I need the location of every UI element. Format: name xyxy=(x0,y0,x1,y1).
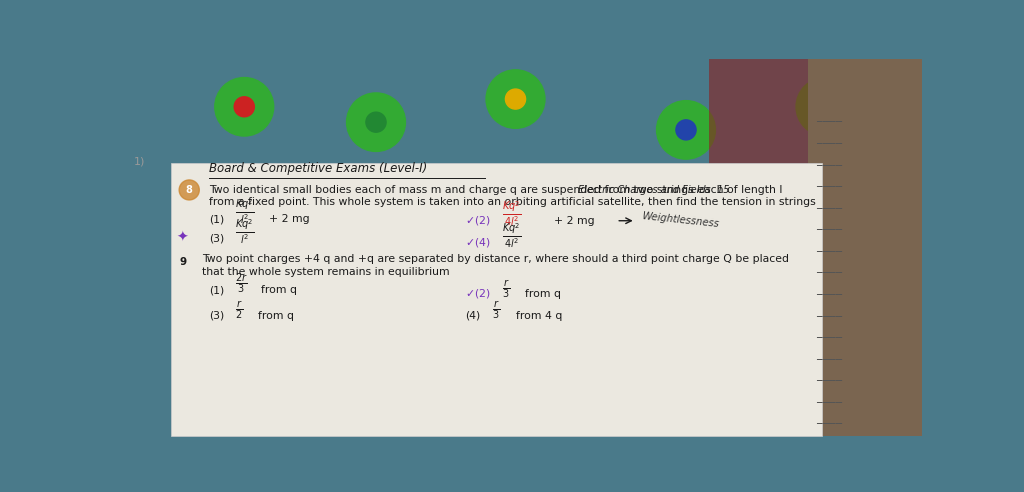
Text: $\checkmark$(4): $\checkmark$(4) xyxy=(465,236,490,249)
Bar xyxy=(128,59,922,184)
Text: Two identical small bodies each of mass m and charge q are suspended from two st: Two identical small bodies each of mass … xyxy=(209,185,782,195)
Circle shape xyxy=(506,89,525,109)
Text: Weightlessness: Weightlessness xyxy=(641,211,720,229)
Text: (3): (3) xyxy=(209,234,224,244)
Text: ━━━━━━━━: ━━━━━━━━ xyxy=(816,185,842,190)
Bar xyxy=(710,59,922,168)
Text: $\checkmark$(2): $\checkmark$(2) xyxy=(465,287,490,301)
Circle shape xyxy=(215,78,273,136)
Text: $\frac{r}{3}$: $\frac{r}{3}$ xyxy=(502,278,510,300)
Text: (4): (4) xyxy=(465,310,480,320)
Text: from q: from q xyxy=(258,310,294,320)
Text: 8: 8 xyxy=(185,185,193,195)
Text: Two point charges +4 q and +q are separated by distance r, where should a third : Two point charges +4 q and +q are separa… xyxy=(202,254,788,264)
Bar xyxy=(809,59,922,436)
Text: 9: 9 xyxy=(180,257,187,267)
Circle shape xyxy=(486,70,545,128)
Text: ━━━━━━━━: ━━━━━━━━ xyxy=(816,142,842,147)
Text: $\checkmark$(2): $\checkmark$(2) xyxy=(465,215,490,227)
Text: ━━━━━━━━: ━━━━━━━━ xyxy=(816,228,842,233)
Text: $\frac{Kq^2}{l^2}$: $\frac{Kq^2}{l^2}$ xyxy=(234,198,255,226)
Text: from q: from q xyxy=(524,289,561,299)
Text: from q: from q xyxy=(261,285,297,295)
Circle shape xyxy=(234,97,254,117)
Text: $\frac{2r}{3}$: $\frac{2r}{3}$ xyxy=(234,272,248,296)
Text: ━━━━━━━━: ━━━━━━━━ xyxy=(816,401,842,406)
Text: ━━━━━━━━: ━━━━━━━━ xyxy=(816,422,842,428)
Text: + 2 mg: + 2 mg xyxy=(269,215,309,224)
Text: ━━━━━━━━: ━━━━━━━━ xyxy=(816,358,842,363)
Circle shape xyxy=(346,93,406,152)
Text: that the whole system remains in equilibrium: that the whole system remains in equilib… xyxy=(202,267,450,277)
Text: ━━━━━━━━: ━━━━━━━━ xyxy=(816,379,842,384)
Text: $\frac{Kq^2}{4l^2}$: $\frac{Kq^2}{4l^2}$ xyxy=(502,222,521,250)
Text: ━━━━━━━━: ━━━━━━━━ xyxy=(816,272,842,277)
Text: Board & Competitive Exams (Level-I): Board & Competitive Exams (Level-I) xyxy=(209,162,428,175)
Text: $\frac{r}{3}$: $\frac{r}{3}$ xyxy=(493,300,501,321)
Circle shape xyxy=(366,112,386,132)
Circle shape xyxy=(796,78,855,136)
Circle shape xyxy=(815,97,836,117)
Text: $\frac{r}{2}$: $\frac{r}{2}$ xyxy=(234,300,243,321)
Bar xyxy=(171,163,821,436)
Text: 1): 1) xyxy=(134,156,145,166)
Text: ━━━━━━━━: ━━━━━━━━ xyxy=(816,207,842,212)
Text: ━━━━━━━━: ━━━━━━━━ xyxy=(816,121,842,125)
Text: (3): (3) xyxy=(209,310,224,320)
Text: Electric Charges and Fields  15: Electric Charges and Fields 15 xyxy=(578,185,729,195)
Text: ✦: ✦ xyxy=(176,231,187,245)
Text: ━━━━━━━━: ━━━━━━━━ xyxy=(816,293,842,298)
Circle shape xyxy=(676,120,696,140)
Circle shape xyxy=(656,101,716,159)
Text: $\frac{Kq^2}{l^2}$: $\frac{Kq^2}{l^2}$ xyxy=(234,218,255,246)
Text: from 4 q: from 4 q xyxy=(515,310,562,320)
Text: + 2 mg: + 2 mg xyxy=(554,216,595,226)
Text: ━━━━━━━━: ━━━━━━━━ xyxy=(816,314,842,319)
Text: (1): (1) xyxy=(209,215,224,224)
Text: (1): (1) xyxy=(209,285,224,295)
Text: ━━━━━━━━: ━━━━━━━━ xyxy=(816,336,842,341)
Text: from a fixed point. This whole system is taken into an orbiting artificial satel: from a fixed point. This whole system is… xyxy=(209,197,816,207)
Text: $\frac{Kq^2}{4l^2}$: $\frac{Kq^2}{4l^2}$ xyxy=(502,200,521,228)
Text: ━━━━━━━━: ━━━━━━━━ xyxy=(816,164,842,169)
Circle shape xyxy=(179,180,200,200)
Text: ━━━━━━━━: ━━━━━━━━ xyxy=(816,250,842,255)
